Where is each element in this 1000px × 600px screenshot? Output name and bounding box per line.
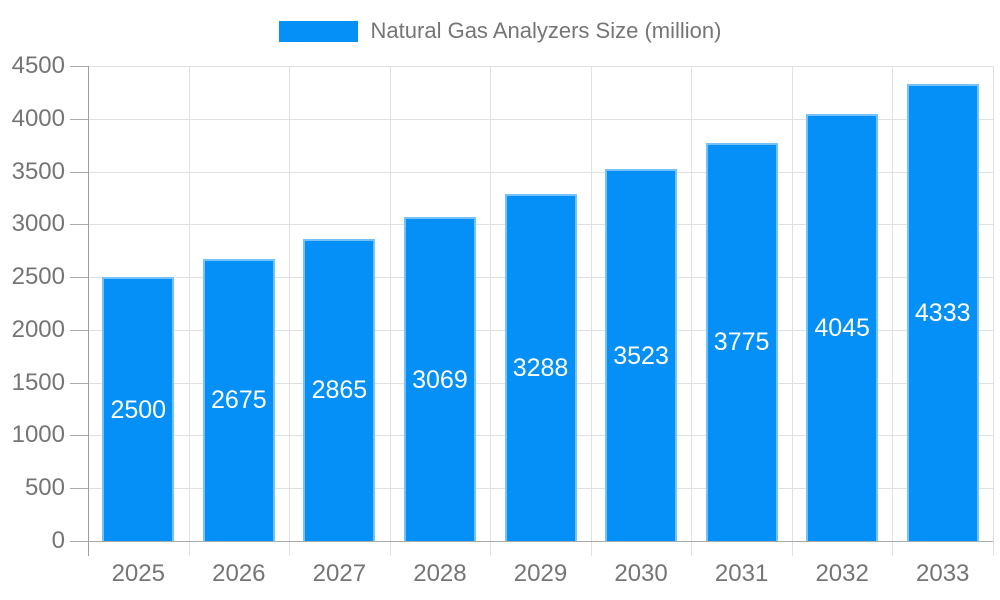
category-boundary-line	[188, 66, 190, 556]
category-boundary-line	[389, 66, 391, 556]
bar-value-label: 3523	[613, 341, 669, 370]
category-boundary-line	[289, 66, 291, 556]
y-axis-line	[88, 66, 89, 556]
y-axis-tick	[70, 66, 88, 67]
y-axis-tick-label: 2000	[11, 315, 65, 343]
bar-value-label: 4333	[914, 298, 971, 327]
x-axis-tick-label: 2027	[312, 560, 367, 587]
y-axis-tick-label: 1500	[11, 368, 65, 396]
x-axis-tick-label: 2028	[413, 560, 467, 587]
legend-label[interactable]: Natural Gas Analyzers Size (million)	[370, 18, 722, 43]
bar[interactable]: 4333	[906, 83, 979, 541]
x-axis-tick-label: 2032	[815, 560, 869, 587]
y-axis-tick	[70, 171, 88, 173]
category-boundary-line	[590, 66, 592, 556]
bar[interactable]: 2675	[202, 258, 275, 541]
bar[interactable]: 3069	[403, 217, 476, 541]
y-axis-tick-label: 0	[51, 527, 65, 554]
y-axis-tick-label: 3000	[11, 210, 65, 238]
y-axis-tick	[70, 329, 88, 331]
y-axis-tick-label: 4000	[11, 104, 65, 132]
y-axis-tick-label: 3500	[11, 157, 65, 185]
chart-legend[interactable]: Natural Gas Analyzers Size (million)	[0, 18, 1000, 44]
bar[interactable]: 2865	[303, 238, 376, 541]
x-axis-tick-label: 2026	[212, 560, 266, 587]
bar-value-label: 2675	[211, 386, 267, 415]
gridline-horizontal	[88, 118, 993, 120]
y-axis-tick	[70, 224, 88, 226]
y-axis-tick-label: 4500	[11, 52, 65, 79]
bar[interactable]: 2500	[102, 277, 175, 541]
legend-swatch[interactable]	[278, 20, 358, 42]
y-axis-tick	[70, 118, 88, 120]
x-axis-tick-label: 2030	[614, 560, 668, 587]
y-axis-tick	[70, 488, 88, 490]
x-axis-tick-label: 2025	[111, 560, 165, 587]
category-boundary-line	[490, 66, 492, 556]
y-axis-tick	[70, 435, 88, 437]
x-axis-tick-label: 2031	[714, 560, 769, 587]
bar-value-label: 4045	[814, 314, 870, 342]
x-axis-tick-label: 2033	[916, 560, 970, 587]
y-axis-tick-label: 500	[24, 474, 65, 502]
bar-value-label: 3288	[512, 353, 569, 382]
bar-value-label: 3069	[412, 365, 468, 394]
category-boundary-line	[993, 66, 994, 556]
bar-value-label: 2865	[311, 376, 368, 405]
gridline-horizontal	[88, 171, 993, 173]
y-axis-tick-label: 1000	[11, 421, 65, 449]
bar[interactable]: 3288	[504, 193, 577, 541]
y-axis-tick	[70, 277, 88, 279]
category-boundary-line	[892, 66, 894, 556]
bar[interactable]: 3775	[705, 142, 778, 541]
bar[interactable]: 4045	[806, 114, 879, 541]
y-axis-tick-label: 2500	[11, 263, 65, 291]
gridline-horizontal	[88, 66, 993, 67]
x-axis-tick-label: 2029	[513, 560, 568, 587]
x-axis-baseline	[70, 541, 993, 542]
y-axis-tick	[70, 382, 88, 384]
bar-value-label: 3775	[713, 328, 770, 357]
bar[interactable]: 3523	[605, 169, 678, 541]
bar-value-label: 2500	[110, 395, 167, 424]
category-boundary-line	[691, 66, 693, 556]
category-boundary-line	[791, 66, 793, 556]
